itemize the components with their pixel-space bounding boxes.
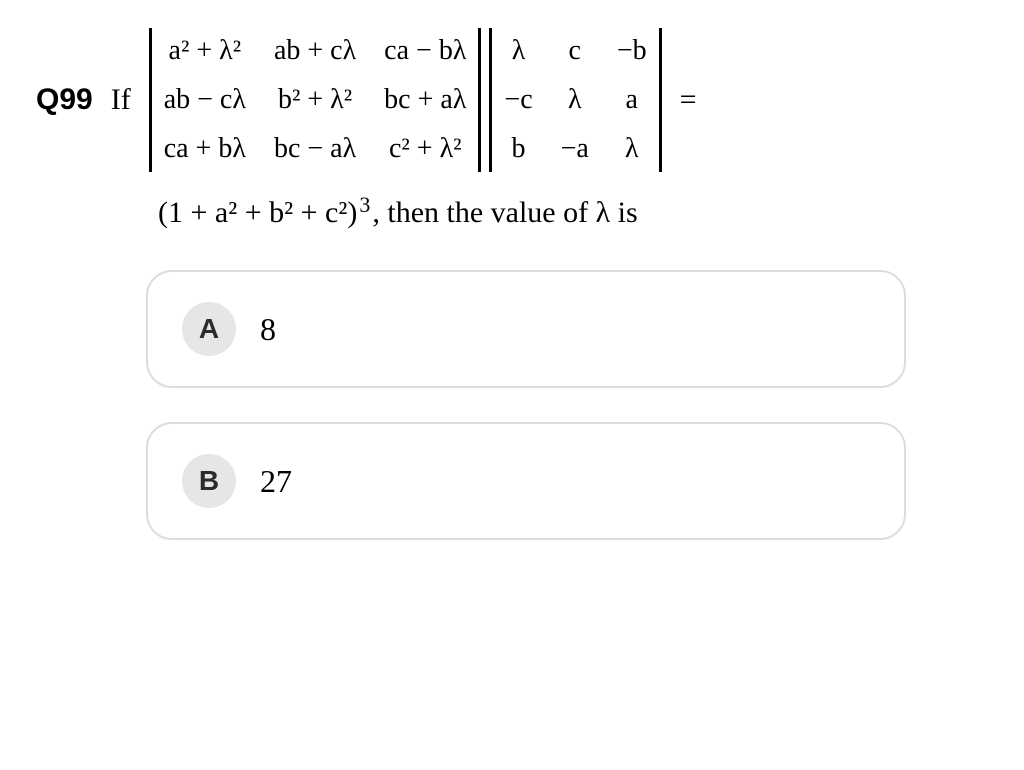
rhs-base: (1 + a² + b² + c²) <box>158 196 357 230</box>
det-b-cell: −c <box>504 85 532 116</box>
det-a-cell: bc + aλ <box>384 85 466 116</box>
determinant-a: a² + λ² ab + cλ ca − bλ ab − cλ b² + λ² … <box>149 28 482 172</box>
det-a-cell: ca − bλ <box>384 36 466 67</box>
question-tail: , then the value of λ is <box>372 196 637 230</box>
option-b[interactable]: B 27 <box>146 422 906 540</box>
question-row: Q99 If a² + λ² ab + cλ ca − bλ ab − cλ b… <box>36 28 988 172</box>
det-b-cell: λ <box>617 134 647 165</box>
option-letter: B <box>199 465 219 497</box>
question-label: Q99 <box>36 83 93 117</box>
option-bullet: A <box>182 302 236 356</box>
det-b-cell: c <box>561 36 589 67</box>
det-b-cell: a <box>617 85 647 116</box>
lead-text: If <box>111 83 131 117</box>
det-b-cell: −b <box>617 36 647 67</box>
det-b-cell: λ <box>561 85 589 116</box>
question-second-line: (1 + a² + b² + c²)3 , then the value of … <box>158 196 988 230</box>
options-list: A 8 B 27 <box>146 270 988 540</box>
det-bar-right <box>478 28 481 172</box>
option-a[interactable]: A 8 <box>146 270 906 388</box>
det-a-cell: a² + λ² <box>164 36 246 67</box>
det-a-cell: ab + cλ <box>274 36 356 67</box>
det-b-cell: −a <box>561 134 589 165</box>
determinant-b: λ c −b −c λ a b −a λ <box>489 28 661 172</box>
option-letter: A <box>199 313 219 345</box>
det-a-cell: ab − cλ <box>164 85 246 116</box>
option-text: 8 <box>260 311 276 348</box>
det-b-cell: b <box>504 134 532 165</box>
rhs-exponent: 3 <box>359 192 370 218</box>
option-bullet: B <box>182 454 236 508</box>
det-a-cell: ca + bλ <box>164 134 246 165</box>
det-b-cell: λ <box>504 36 532 67</box>
det-a-cell: bc − aλ <box>274 134 356 165</box>
option-text: 27 <box>260 463 292 500</box>
det-a-cell: c² + λ² <box>384 134 466 165</box>
det-a-cell: b² + λ² <box>274 85 356 116</box>
det-bar-right <box>659 28 662 172</box>
equals-sign: = <box>680 83 697 117</box>
det-b-grid: λ c −b −c λ a b −a λ <box>492 28 658 172</box>
det-a-grid: a² + λ² ab + cλ ca − bλ ab − cλ b² + λ² … <box>152 28 479 172</box>
